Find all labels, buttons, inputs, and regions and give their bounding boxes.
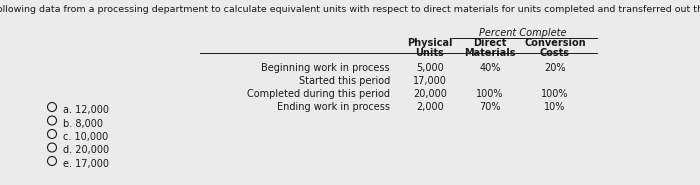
Text: d. 20,000: d. 20,000 — [63, 145, 109, 156]
Text: Beginning work in process: Beginning work in process — [261, 63, 390, 73]
Text: Completed during this period: Completed during this period — [247, 89, 390, 99]
Text: 2,000: 2,000 — [416, 102, 444, 112]
Text: Percent Complete: Percent Complete — [479, 28, 566, 38]
Text: Materials: Materials — [464, 48, 516, 58]
Text: e. 17,000: e. 17,000 — [63, 159, 109, 169]
Text: Units: Units — [416, 48, 444, 58]
Text: Started this period: Started this period — [299, 76, 390, 86]
Text: Conversion: Conversion — [524, 38, 586, 48]
Text: c. 10,000: c. 10,000 — [63, 132, 108, 142]
Text: Costs: Costs — [540, 48, 570, 58]
Text: 40%: 40% — [480, 63, 500, 73]
Text: 70%: 70% — [480, 102, 500, 112]
Text: 10%: 10% — [545, 102, 566, 112]
Text: Ending work in process: Ending work in process — [277, 102, 390, 112]
Text: Direct: Direct — [473, 38, 507, 48]
Text: 20%: 20% — [545, 63, 566, 73]
Text: 20,000: 20,000 — [413, 89, 447, 99]
Text: 100%: 100% — [476, 89, 504, 99]
Text: a. 12,000: a. 12,000 — [63, 105, 109, 115]
Text: Physical: Physical — [407, 38, 453, 48]
Text: 5,000: 5,000 — [416, 63, 444, 73]
Text: 100%: 100% — [541, 89, 568, 99]
Text: b. 8,000: b. 8,000 — [63, 119, 103, 129]
Text: 17,000: 17,000 — [413, 76, 447, 86]
Text: Use the following data from a processing department to calculate equivalent unit: Use the following data from a processing… — [0, 5, 700, 14]
